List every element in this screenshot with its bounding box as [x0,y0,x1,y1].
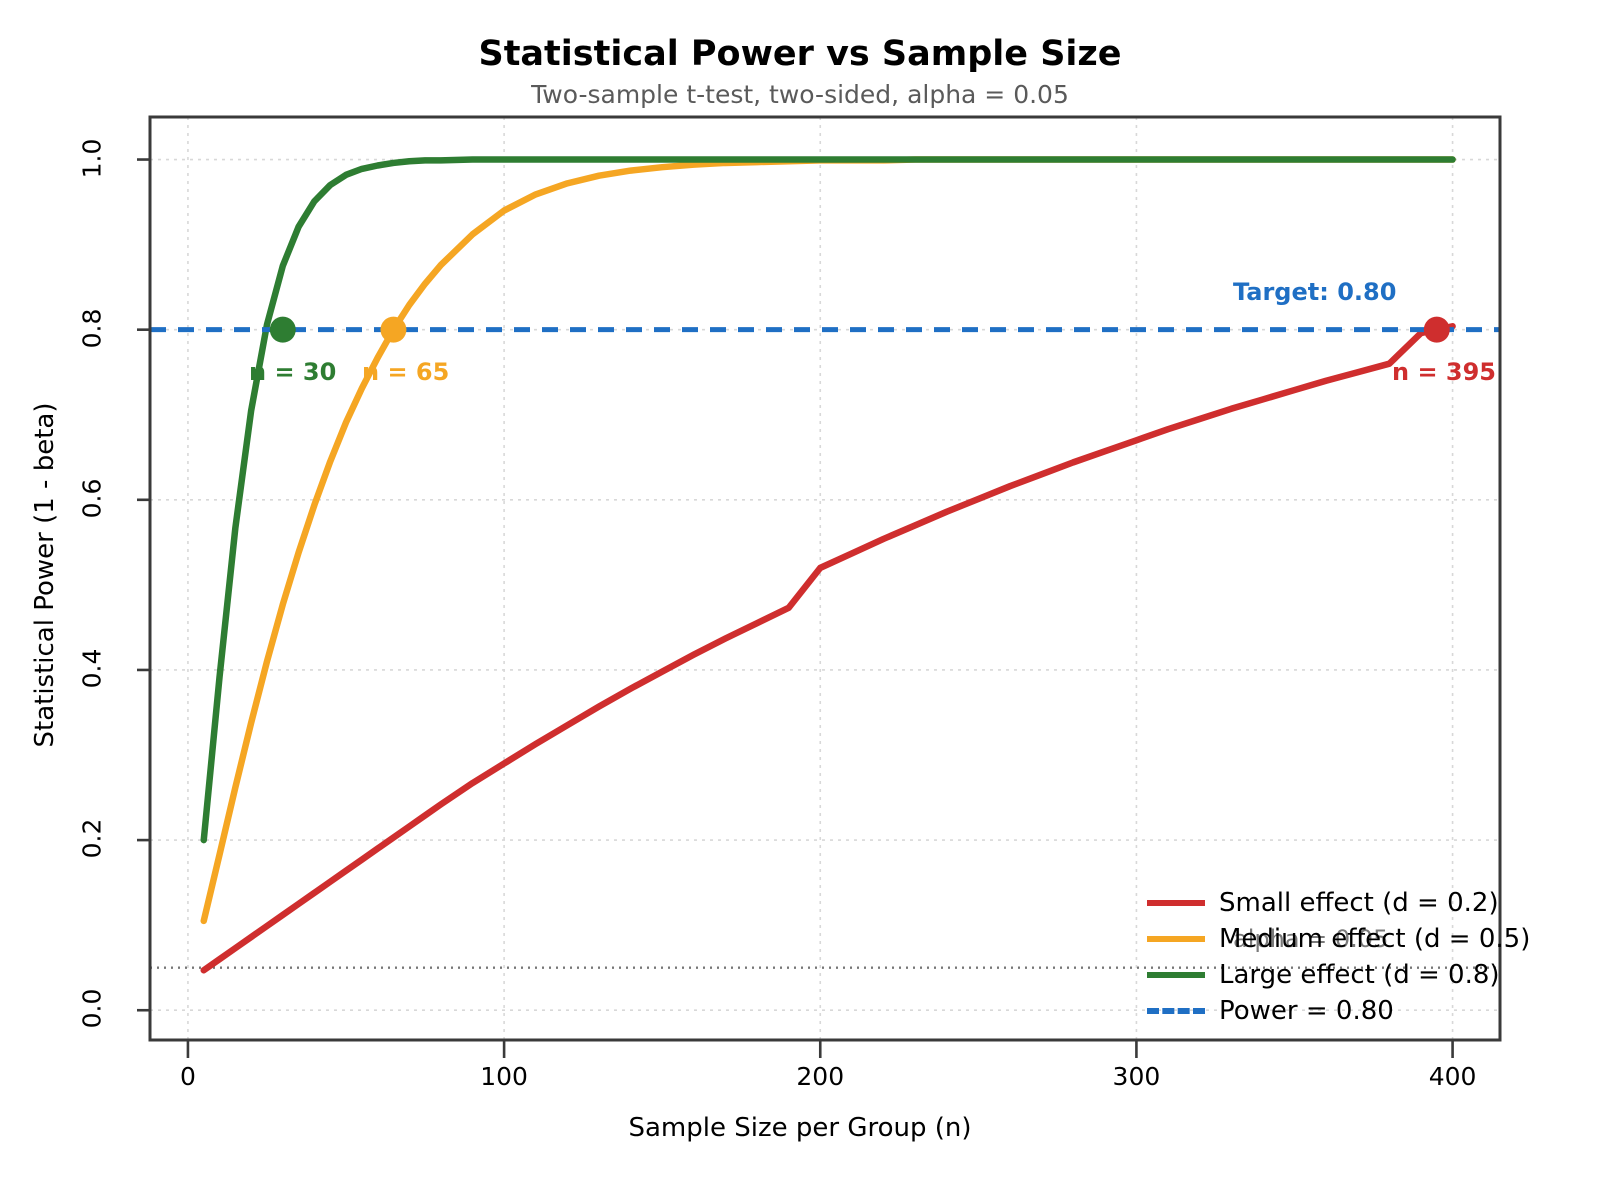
y-tick-label: 0.8 [77,308,107,349]
series-line-0.2 [200,323,1456,974]
y-tick-label: 1.0 [77,138,107,178]
legend-swatch-2 [1145,958,1207,992]
x-tick-label: 100 [480,1062,528,1091]
legend-item[interactable]: Small effect (d = 0.2) [1145,885,1505,921]
x-tick-label: 200 [796,1062,845,1091]
target-power-annotation: Target: 0.80 [1233,278,1397,306]
y-tick-label: 0.4 [77,648,107,689]
intersection-marker-30 [269,316,296,343]
x-tick-label: 400 [1428,1062,1477,1091]
legend-label: Medium effect (d = 0.5) [1219,924,1531,954]
chart-subtitle: Two-sample t-test, two-sided, alpha = 0.… [531,80,1069,109]
legend-swatch-0 [1145,886,1207,920]
y-tick-label: 0.0 [77,988,107,1029]
y-tick-label: 0.6 [77,478,107,519]
x-tick-label: 300 [1112,1062,1161,1091]
chart-legend: Small effect (d = 0.2) Medium effect (d =… [1145,885,1530,1029]
y-axis-title: Statistical Power (1 - beta) [30,402,60,748]
series-line-0.8 [200,156,1456,844]
alpha-level-annotation: alpha = 0.05 [1233,925,1389,953]
intersection-marker-395 [1423,316,1450,343]
legend-item[interactable]: Medium effect (d = 0.5) [1145,921,1530,957]
plot-background [150,117,1500,1040]
legend-label: Small effect (d = 0.2) [1219,888,1499,918]
intersection-marker-65 [380,316,407,343]
chart-title: Statistical Power vs Sample Size [478,34,1122,74]
legend-item[interactable]: Large effect (d = 0.8) [1145,957,1505,993]
legend-label: Power = 0.80 [1219,996,1394,1026]
legend-swatch-3 [1145,994,1207,1028]
n-large-annotation: n = 30 [249,358,337,386]
x-axis-title: Sample Size per Group (n) [628,1113,972,1143]
legend-item[interactable]: Power = 0.80 [1145,993,1505,1029]
legend-label: Large effect (d = 0.8) [1219,960,1500,990]
n-medium-annotation: n = 65 [362,358,450,386]
x-tick-label: 0 [179,1062,196,1091]
legend-swatch-1 [1145,922,1207,956]
y-tick-label: 0.2 [77,818,107,859]
n-small-annotation: n = 395 [1392,358,1497,386]
plot-border [148,115,1502,1042]
